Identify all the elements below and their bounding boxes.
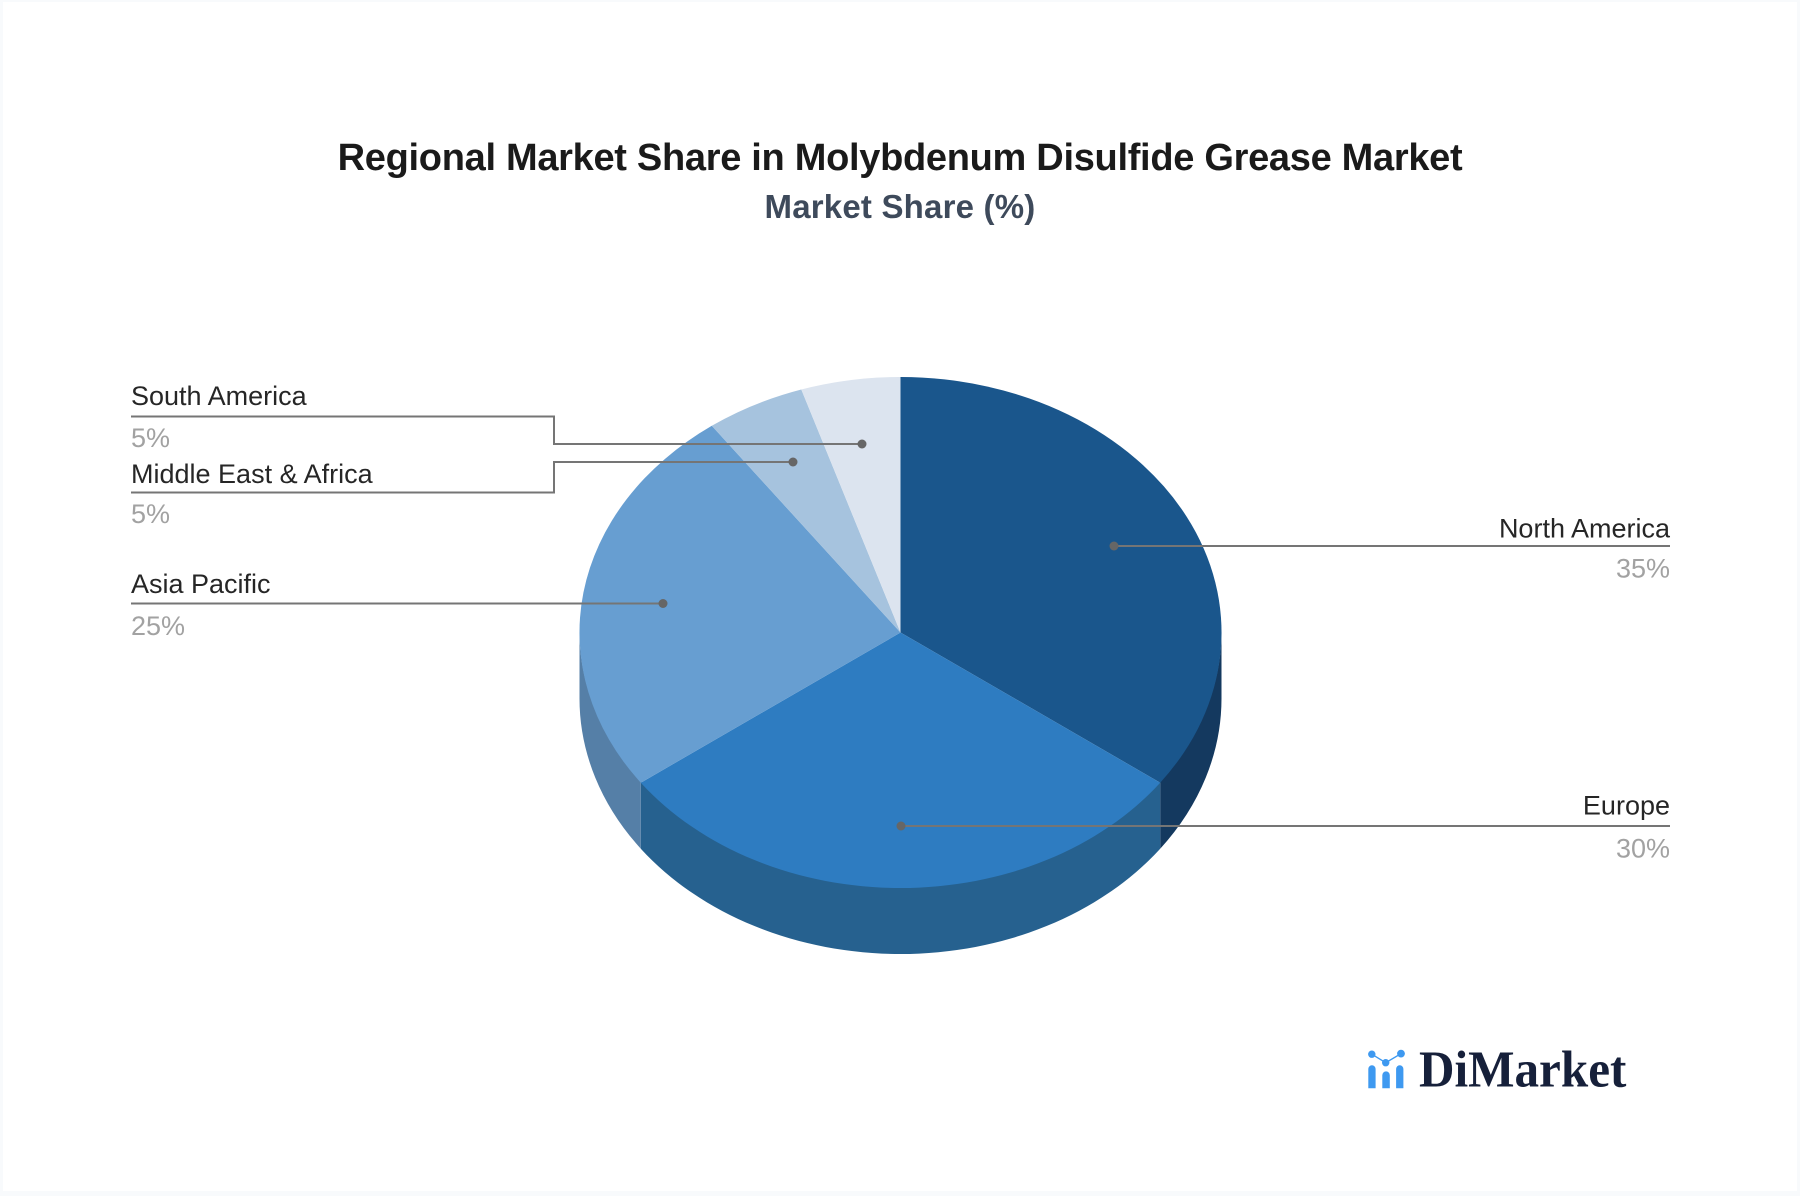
svg-text:Asia Pacific: Asia Pacific [131,569,271,599]
svg-text:30%: 30% [1616,834,1670,864]
svg-text:25%: 25% [131,611,185,641]
svg-text:North America: North America [1499,514,1671,544]
svg-text:Middle East & Africa: Middle East & Africa [131,459,374,489]
svg-text:DiMarket: DiMarket [1419,1040,1627,1098]
svg-text:Market Share (%): Market Share (%) [765,188,1036,225]
svg-text:South America: South America [131,381,308,411]
svg-text:35%: 35% [1616,554,1670,584]
svg-text:Europe: Europe [1583,791,1670,821]
svg-text:5%: 5% [131,423,170,453]
svg-text:5%: 5% [131,499,170,529]
svg-text:Regional Market Share in Molyb: Regional Market Share in Molybdenum Disu… [338,137,1463,179]
